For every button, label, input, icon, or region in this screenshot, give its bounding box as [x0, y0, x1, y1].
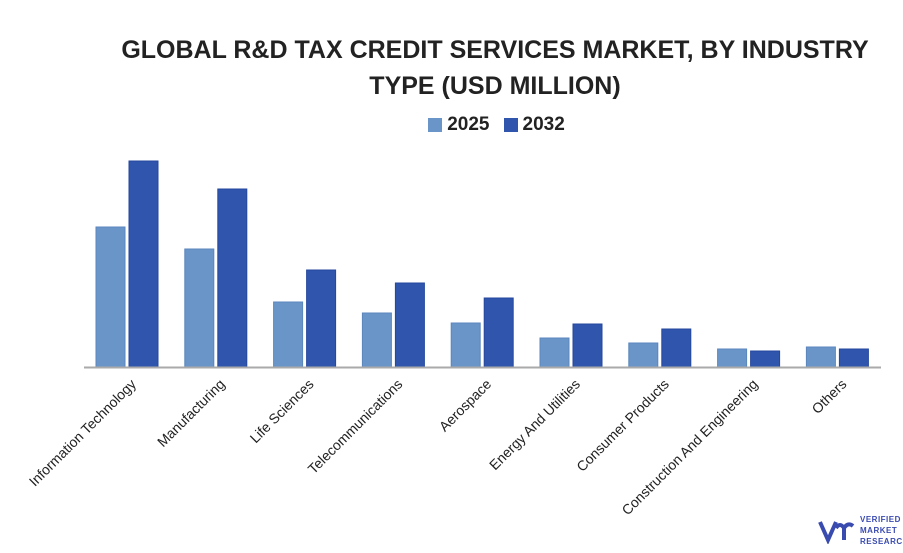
legend-item-2025[interactable]: 2025: [428, 114, 490, 136]
bar-2025-information-technology[interactable]: [95, 226, 126, 368]
x-tick-label: Others: [808, 376, 849, 417]
title-line-2: TYPE (USD MILLION): [369, 72, 621, 100]
legend-item-2032[interactable]: 2032: [503, 114, 565, 136]
bar-2032-manufacturing[interactable]: [217, 188, 248, 368]
bar-2032-energy-and-utilities[interactable]: [572, 323, 603, 368]
bar-2032-telecommunications[interactable]: [394, 282, 425, 368]
bar-2025-manufacturing[interactable]: [184, 248, 215, 368]
bar-2025-aerospace[interactable]: [450, 322, 481, 368]
legend-swatch-2025: [428, 118, 443, 132]
bar-2025-energy-and-utilities[interactable]: [539, 337, 570, 368]
chart-title: GLOBAL R&D TAX CREDIT SERVICES MARKET, B…: [90, 32, 900, 104]
x-tick-label: Life Sciences: [247, 376, 317, 446]
bar-2025-telecommunications[interactable]: [361, 312, 392, 368]
logo-line: MARKET: [860, 526, 898, 535]
x-tick-label: Consumer Products: [573, 376, 672, 475]
title-line-1: GLOBAL R&D TAX CREDIT SERVICES MARKET, B…: [121, 36, 869, 64]
logo-line: VERIFIED: [860, 515, 901, 524]
x-tick-label: Energy And Utilities: [486, 376, 583, 473]
bar-2032-others[interactable]: [838, 348, 869, 368]
legend: 2025 2032: [0, 114, 903, 136]
legend-label: 2032: [522, 114, 565, 135]
vmr-logo-icon: [818, 520, 855, 544]
vmr-logo-text: VERIFIED MARKET RESEARCH: [860, 514, 903, 547]
bar-2032-aerospace[interactable]: [483, 297, 514, 368]
bar-2025-consumer-products[interactable]: [628, 342, 659, 368]
legend-label: 2025: [447, 114, 490, 135]
bar-2032-construction-and-engineering[interactable]: [750, 350, 781, 368]
logo-line: RESEARCH: [860, 537, 903, 546]
legend-swatch-2032: [503, 118, 518, 132]
bar-2025-others[interactable]: [805, 346, 836, 368]
x-tick-label: Manufacturing: [154, 376, 228, 450]
x-tick-label: Information Technology: [26, 376, 139, 489]
bar-2032-life-sciences[interactable]: [306, 269, 337, 368]
bar-2025-life-sciences[interactable]: [273, 301, 304, 368]
x-tick-label: Telecommunications: [305, 376, 406, 477]
vmr-logo: VERIFIED MARKET RESEARCH: [818, 514, 903, 547]
x-tick-label: Aerospace: [436, 376, 495, 435]
bar-2032-consumer-products[interactable]: [661, 328, 692, 368]
bar-2025-construction-and-engineering[interactable]: [717, 348, 748, 368]
bar-2032-information-technology[interactable]: [128, 160, 159, 368]
